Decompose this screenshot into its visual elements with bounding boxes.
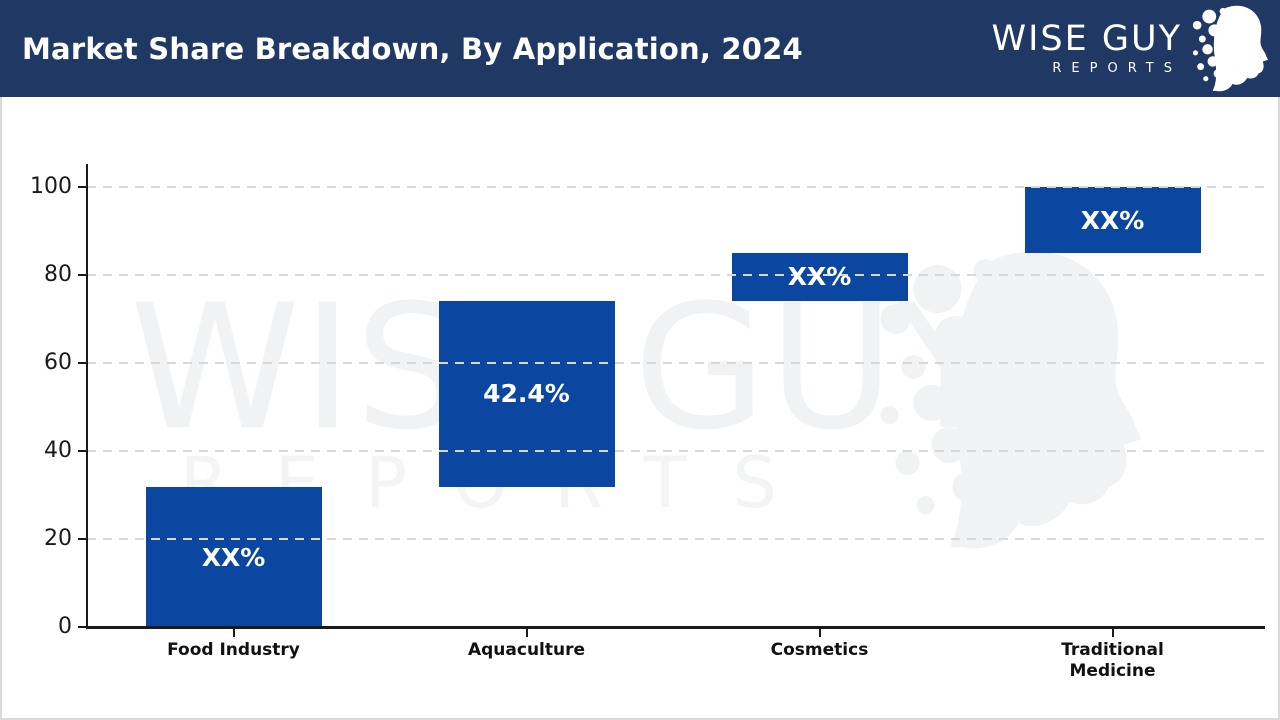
bar-food-industry bbox=[145, 487, 322, 627]
x-tick-3 bbox=[1111, 629, 1114, 637]
category-label-cosmetics: Cosmetics bbox=[770, 640, 869, 660]
brand-text: WISE GUY REPORTS bbox=[991, 18, 1182, 76]
bar-traditional-medicine bbox=[1024, 187, 1201, 253]
bar-value-label: XX% bbox=[201, 542, 266, 572]
bar-value-label: XX% bbox=[1080, 205, 1145, 235]
y-tick-label-40: 40 bbox=[44, 438, 72, 463]
y-tick-40 bbox=[78, 450, 87, 452]
chart-title: Market Share Breakdown, By Application, … bbox=[22, 31, 803, 66]
category-label-food-industry: Food Industry bbox=[167, 640, 300, 660]
gridline-40 bbox=[87, 450, 1265, 452]
y-tick-0 bbox=[78, 626, 87, 628]
category-label-traditional-medicine: Traditional Medicine bbox=[1061, 640, 1164, 681]
bar-aquaculture bbox=[438, 300, 615, 488]
y-tick-80 bbox=[78, 274, 87, 276]
y-tick-20 bbox=[78, 538, 87, 540]
x-tick-2 bbox=[818, 629, 821, 637]
y-axis-line bbox=[86, 164, 88, 628]
gridline-100 bbox=[87, 186, 1265, 188]
brand-subname: REPORTS bbox=[1052, 60, 1182, 76]
x-tick-1 bbox=[525, 629, 528, 637]
x-axis-line bbox=[86, 626, 1265, 629]
gridline-60 bbox=[87, 362, 1265, 364]
gridline-20 bbox=[87, 538, 1265, 540]
gridline-80 bbox=[87, 274, 1265, 276]
y-tick-60 bbox=[78, 362, 87, 364]
brand-logo: WISE GUY REPORTS bbox=[991, 0, 1274, 97]
category-label-aquaculture: Aquaculture bbox=[467, 640, 586, 660]
y-tick-label-100: 100 bbox=[30, 174, 72, 199]
y-tick-label-0: 0 bbox=[58, 614, 72, 639]
brand-name: WISE GUY bbox=[991, 18, 1182, 59]
y-tick-100 bbox=[78, 186, 87, 188]
y-tick-label-60: 60 bbox=[44, 350, 72, 375]
x-tick-0 bbox=[232, 629, 235, 637]
header-bar: Market Share Breakdown, By Application, … bbox=[0, 0, 1280, 97]
bar-value-label: XX% bbox=[787, 262, 852, 292]
y-tick-label-80: 80 bbox=[44, 262, 72, 287]
bar-value-label: 42.4% bbox=[483, 379, 570, 409]
brand-face-icon bbox=[1192, 5, 1268, 92]
y-tick-label-20: 20 bbox=[44, 526, 72, 551]
watermark-face-icon bbox=[880, 251, 1142, 549]
bar-cosmetics bbox=[731, 253, 908, 301]
